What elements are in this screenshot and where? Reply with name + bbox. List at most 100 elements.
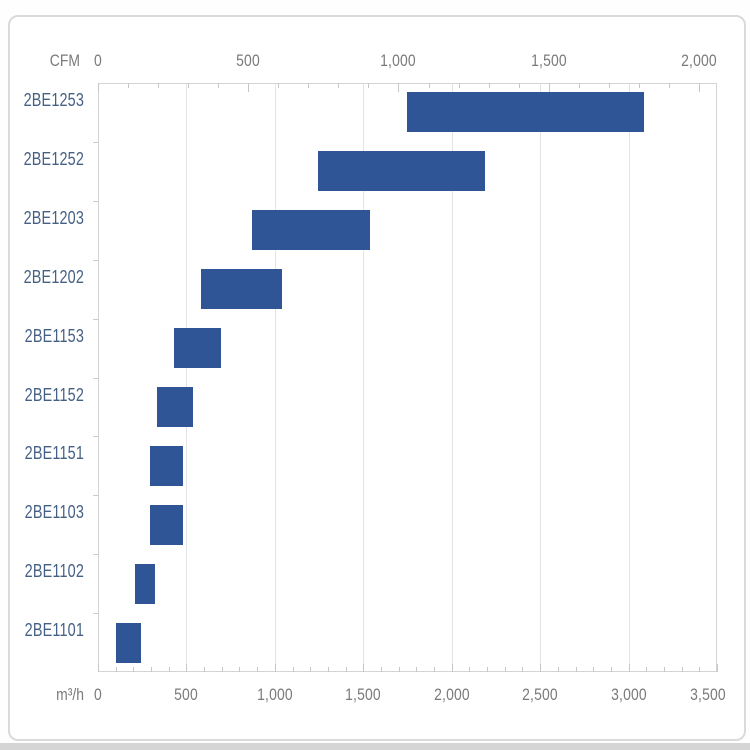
- bottom-axis-tick-label: 1,500: [345, 685, 382, 704]
- bottom-axis-major-tick: [628, 664, 630, 672]
- category-label-2be1152: 2BE1152: [24, 384, 84, 405]
- bottom-axis-minor-tick: [610, 667, 612, 672]
- category-label-2be1253: 2BE1253: [23, 90, 84, 110]
- bottom-axis-major-tick: [540, 664, 542, 672]
- bottom-axis-minor-tick: [257, 667, 259, 672]
- top-axis-minor-tick: [488, 83, 490, 88]
- bottom-axis-tick-label: 3,000: [610, 685, 647, 704]
- major-gridline: [628, 83, 630, 672]
- bottom-axis-minor-tick: [398, 667, 400, 672]
- top-axis-major-tick: [248, 83, 250, 92]
- category-label-2be1102: 2BE1102: [24, 561, 84, 582]
- bottom-axis-tick-label: 1,000: [256, 685, 293, 704]
- top-axis-major-tick: [698, 83, 700, 92]
- bottom-axis-minor-tick: [487, 667, 489, 672]
- bottom-axis-major-tick: [451, 664, 453, 672]
- category-label-2be1103: 2BE1103: [24, 502, 84, 523]
- bottom-axis-minor-tick: [345, 667, 347, 672]
- bottom-axis-major-tick: [274, 664, 276, 672]
- bar-2be1253: [406, 92, 645, 133]
- top-axis-tick-label: 1,500: [530, 51, 567, 70]
- bottom-axis-tick-label: 500: [174, 685, 199, 704]
- bottom-axis-minor-tick: [504, 667, 506, 672]
- bar-2be1152: [157, 386, 194, 427]
- bar-2be1203: [251, 210, 371, 251]
- top-axis-minor-tick: [368, 83, 370, 88]
- top-axis-unit-label: CFM: [49, 51, 80, 70]
- category-boundary-tick: [93, 200, 99, 202]
- bottom-axis-minor-tick: [575, 667, 577, 672]
- bar-2be1101: [115, 622, 142, 663]
- category-boundary-tick: [93, 141, 99, 143]
- top-axis-minor-tick: [338, 83, 340, 88]
- bottom-axis-minor-tick: [416, 667, 418, 672]
- category-label-2be1252: 2BE1252: [23, 148, 84, 169]
- bottom-axis-minor-tick: [133, 667, 135, 672]
- category-boundary-tick: [93, 318, 99, 320]
- bottom-axis-minor-tick: [310, 667, 312, 672]
- bottom-axis-tick-label: 3,500: [690, 685, 726, 704]
- top-axis-tick-label: 2,000: [681, 51, 717, 70]
- top-axis-minor-tick: [668, 83, 670, 88]
- bottom-axis-minor-tick: [239, 667, 241, 672]
- bottom-axis-minor-tick: [434, 667, 436, 672]
- major-gridline: [186, 83, 188, 672]
- bottom-axis-minor-tick: [168, 667, 170, 672]
- bar-2be1252: [318, 151, 486, 192]
- category-boundary-tick: [93, 436, 99, 438]
- bottom-axis-minor-tick: [151, 667, 153, 672]
- top-axis-minor-tick: [128, 83, 130, 88]
- bottom-axis-minor-tick: [292, 667, 294, 672]
- bottom-axis-minor-tick: [557, 667, 559, 672]
- category-label-2be1151: 2BE1151: [24, 443, 84, 464]
- category-label-2be1101: 2BE1101: [24, 620, 84, 641]
- bottom-axis-unit-label: m³/h: [56, 685, 84, 704]
- bottom-axis-minor-tick: [663, 667, 665, 672]
- major-gridline: [451, 83, 453, 672]
- top-axis-minor-tick: [278, 83, 280, 88]
- top-axis-minor-tick: [308, 83, 310, 88]
- bottom-axis-minor-tick: [699, 667, 701, 672]
- top-axis-minor-tick: [218, 83, 220, 88]
- top-axis-tick-label: 1,000: [380, 51, 417, 70]
- bottom-axis-minor-tick: [522, 667, 524, 672]
- top-axis-minor-tick: [608, 83, 610, 88]
- top-axis-minor-tick: [458, 83, 460, 88]
- bottom-axis-minor-tick: [469, 667, 471, 672]
- bar-2be1103: [150, 504, 183, 545]
- bottom-axis-minor-tick: [646, 667, 648, 672]
- top-axis-minor-tick: [158, 83, 160, 88]
- bottom-axis-major-tick: [98, 664, 99, 672]
- bottom-axis-minor-tick: [681, 667, 683, 672]
- chart-card-border: [8, 15, 746, 741]
- bottom-axis-minor-tick: [327, 667, 329, 672]
- top-axis-minor-tick: [428, 83, 430, 88]
- top-axis-minor-tick: [578, 83, 580, 88]
- page-bottom-strip: [0, 743, 750, 750]
- bottom-axis-minor-tick: [204, 667, 206, 672]
- bar-2be1153: [174, 328, 221, 369]
- top-axis-minor-tick: [188, 83, 190, 88]
- bar-2be1202: [200, 269, 282, 310]
- bottom-axis-minor-tick: [115, 667, 117, 672]
- category-label-2be1202: 2BE1202: [23, 266, 84, 287]
- major-gridline: [540, 83, 542, 672]
- bottom-axis-major-tick: [717, 664, 718, 672]
- bottom-axis-tick-label: 2,000: [433, 685, 470, 704]
- category-label-2be1153: 2BE1153: [24, 325, 84, 346]
- major-gridline: [274, 83, 276, 672]
- bottom-axis-major-tick: [186, 664, 188, 672]
- category-label-2be1203: 2BE1203: [23, 207, 84, 228]
- bottom-axis-minor-tick: [221, 667, 223, 672]
- bottom-axis-tick-label: 2,500: [522, 685, 558, 704]
- bar-2be1151: [150, 445, 183, 486]
- top-axis-major-tick: [98, 83, 99, 92]
- category-boundary-tick: [93, 259, 99, 261]
- bottom-axis-major-tick: [363, 664, 365, 672]
- category-boundary-tick: [93, 613, 99, 615]
- top-axis-minor-tick: [518, 83, 520, 88]
- top-axis-tick-label: 500: [236, 51, 261, 70]
- category-boundary-tick: [93, 495, 99, 497]
- major-gridline: [363, 83, 365, 672]
